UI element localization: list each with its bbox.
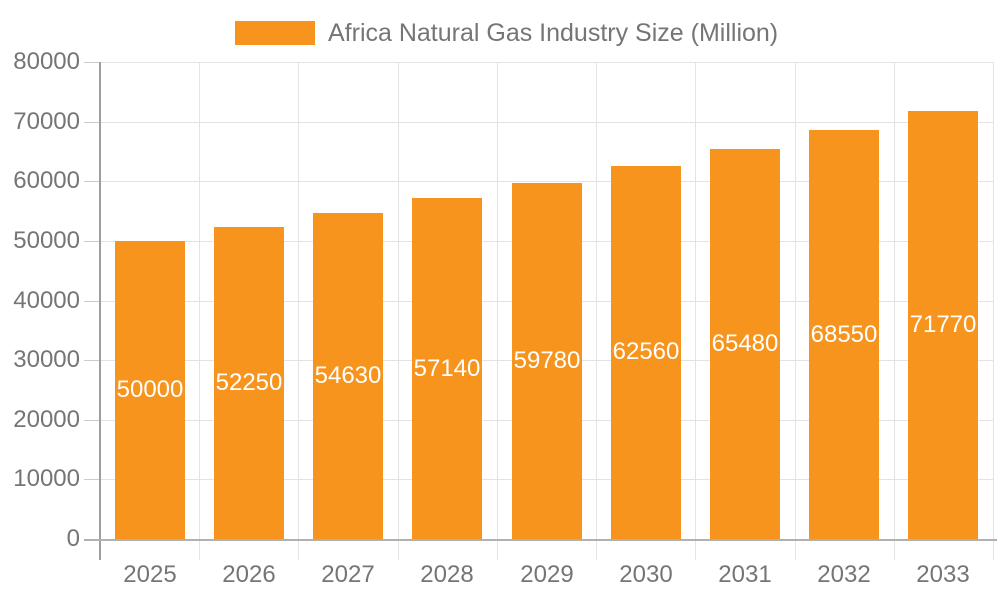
v-gridline [199, 62, 200, 560]
bar[interactable] [908, 111, 978, 539]
legend-label: Africa Natural Gas Industry Size (Millio… [328, 19, 779, 47]
x-axis-tick-label: 2025 [123, 561, 177, 588]
bar[interactable] [412, 198, 482, 539]
y-axis-tick [84, 62, 100, 63]
y-axis-tick [84, 301, 100, 302]
v-gridline [993, 62, 994, 560]
bar-value-label: 71770 [909, 311, 977, 338]
bar[interactable] [809, 130, 879, 539]
x-axis-tick-label: 2027 [321, 561, 375, 588]
bar-value-label: 52250 [215, 369, 283, 396]
v-gridline [795, 62, 796, 560]
y-axis-tick-label: 40000 [13, 287, 80, 314]
x-axis-tick-label: 2028 [420, 561, 474, 588]
bar-value-label: 62560 [612, 338, 680, 365]
x-axis-line [84, 539, 997, 541]
y-axis-tick [84, 420, 100, 421]
y-axis-tick [84, 241, 100, 242]
x-axis-tick-label: 2032 [817, 561, 871, 588]
bar-value-label: 57140 [413, 355, 481, 382]
h-gridline [100, 181, 993, 182]
y-axis-tick [84, 479, 100, 480]
legend-item[interactable]: Africa Natural Gas Industry Size (Millio… [235, 19, 778, 47]
h-gridline [100, 122, 993, 123]
bar-value-label: 65480 [711, 330, 779, 357]
x-axis-tick-label: 2030 [619, 561, 673, 588]
v-gridline [894, 62, 895, 560]
bar[interactable] [611, 166, 681, 539]
v-gridline [596, 62, 597, 560]
x-axis-tick-label: 2031 [718, 561, 772, 588]
v-gridline [695, 62, 696, 560]
y-axis-tick-label: 60000 [13, 167, 80, 194]
y-axis-tick [84, 360, 100, 361]
x-axis-tick-label: 2033 [916, 561, 970, 588]
bar[interactable] [512, 183, 582, 539]
v-gridline [298, 62, 299, 560]
x-axis-tick-label: 2026 [222, 561, 276, 588]
bar-value-label: 68550 [810, 321, 878, 348]
y-axis-line [99, 62, 101, 560]
y-axis-tick-label: 30000 [13, 346, 80, 373]
bar-value-label: 50000 [116, 376, 184, 403]
bar-value-label: 54630 [314, 362, 382, 389]
v-gridline [398, 62, 399, 560]
bar[interactable] [710, 149, 780, 539]
bar[interactable] [214, 227, 284, 539]
y-axis-tick-label: 20000 [13, 406, 80, 433]
y-axis-tick-label: 10000 [13, 465, 80, 492]
x-axis-tick-label: 2029 [520, 561, 574, 588]
bar[interactable] [313, 213, 383, 539]
y-axis-tick-label: 50000 [13, 227, 80, 254]
bar[interactable] [115, 241, 185, 539]
y-axis-tick [84, 181, 100, 182]
h-gridline [100, 62, 993, 63]
v-gridline [497, 62, 498, 560]
y-axis-tick-label: 70000 [13, 108, 80, 135]
y-axis-tick [84, 122, 100, 123]
bar-value-label: 59780 [513, 347, 581, 374]
y-axis-tick-label: 0 [66, 525, 80, 552]
y-axis-tick-label: 80000 [13, 48, 80, 75]
legend-swatch [235, 21, 315, 45]
